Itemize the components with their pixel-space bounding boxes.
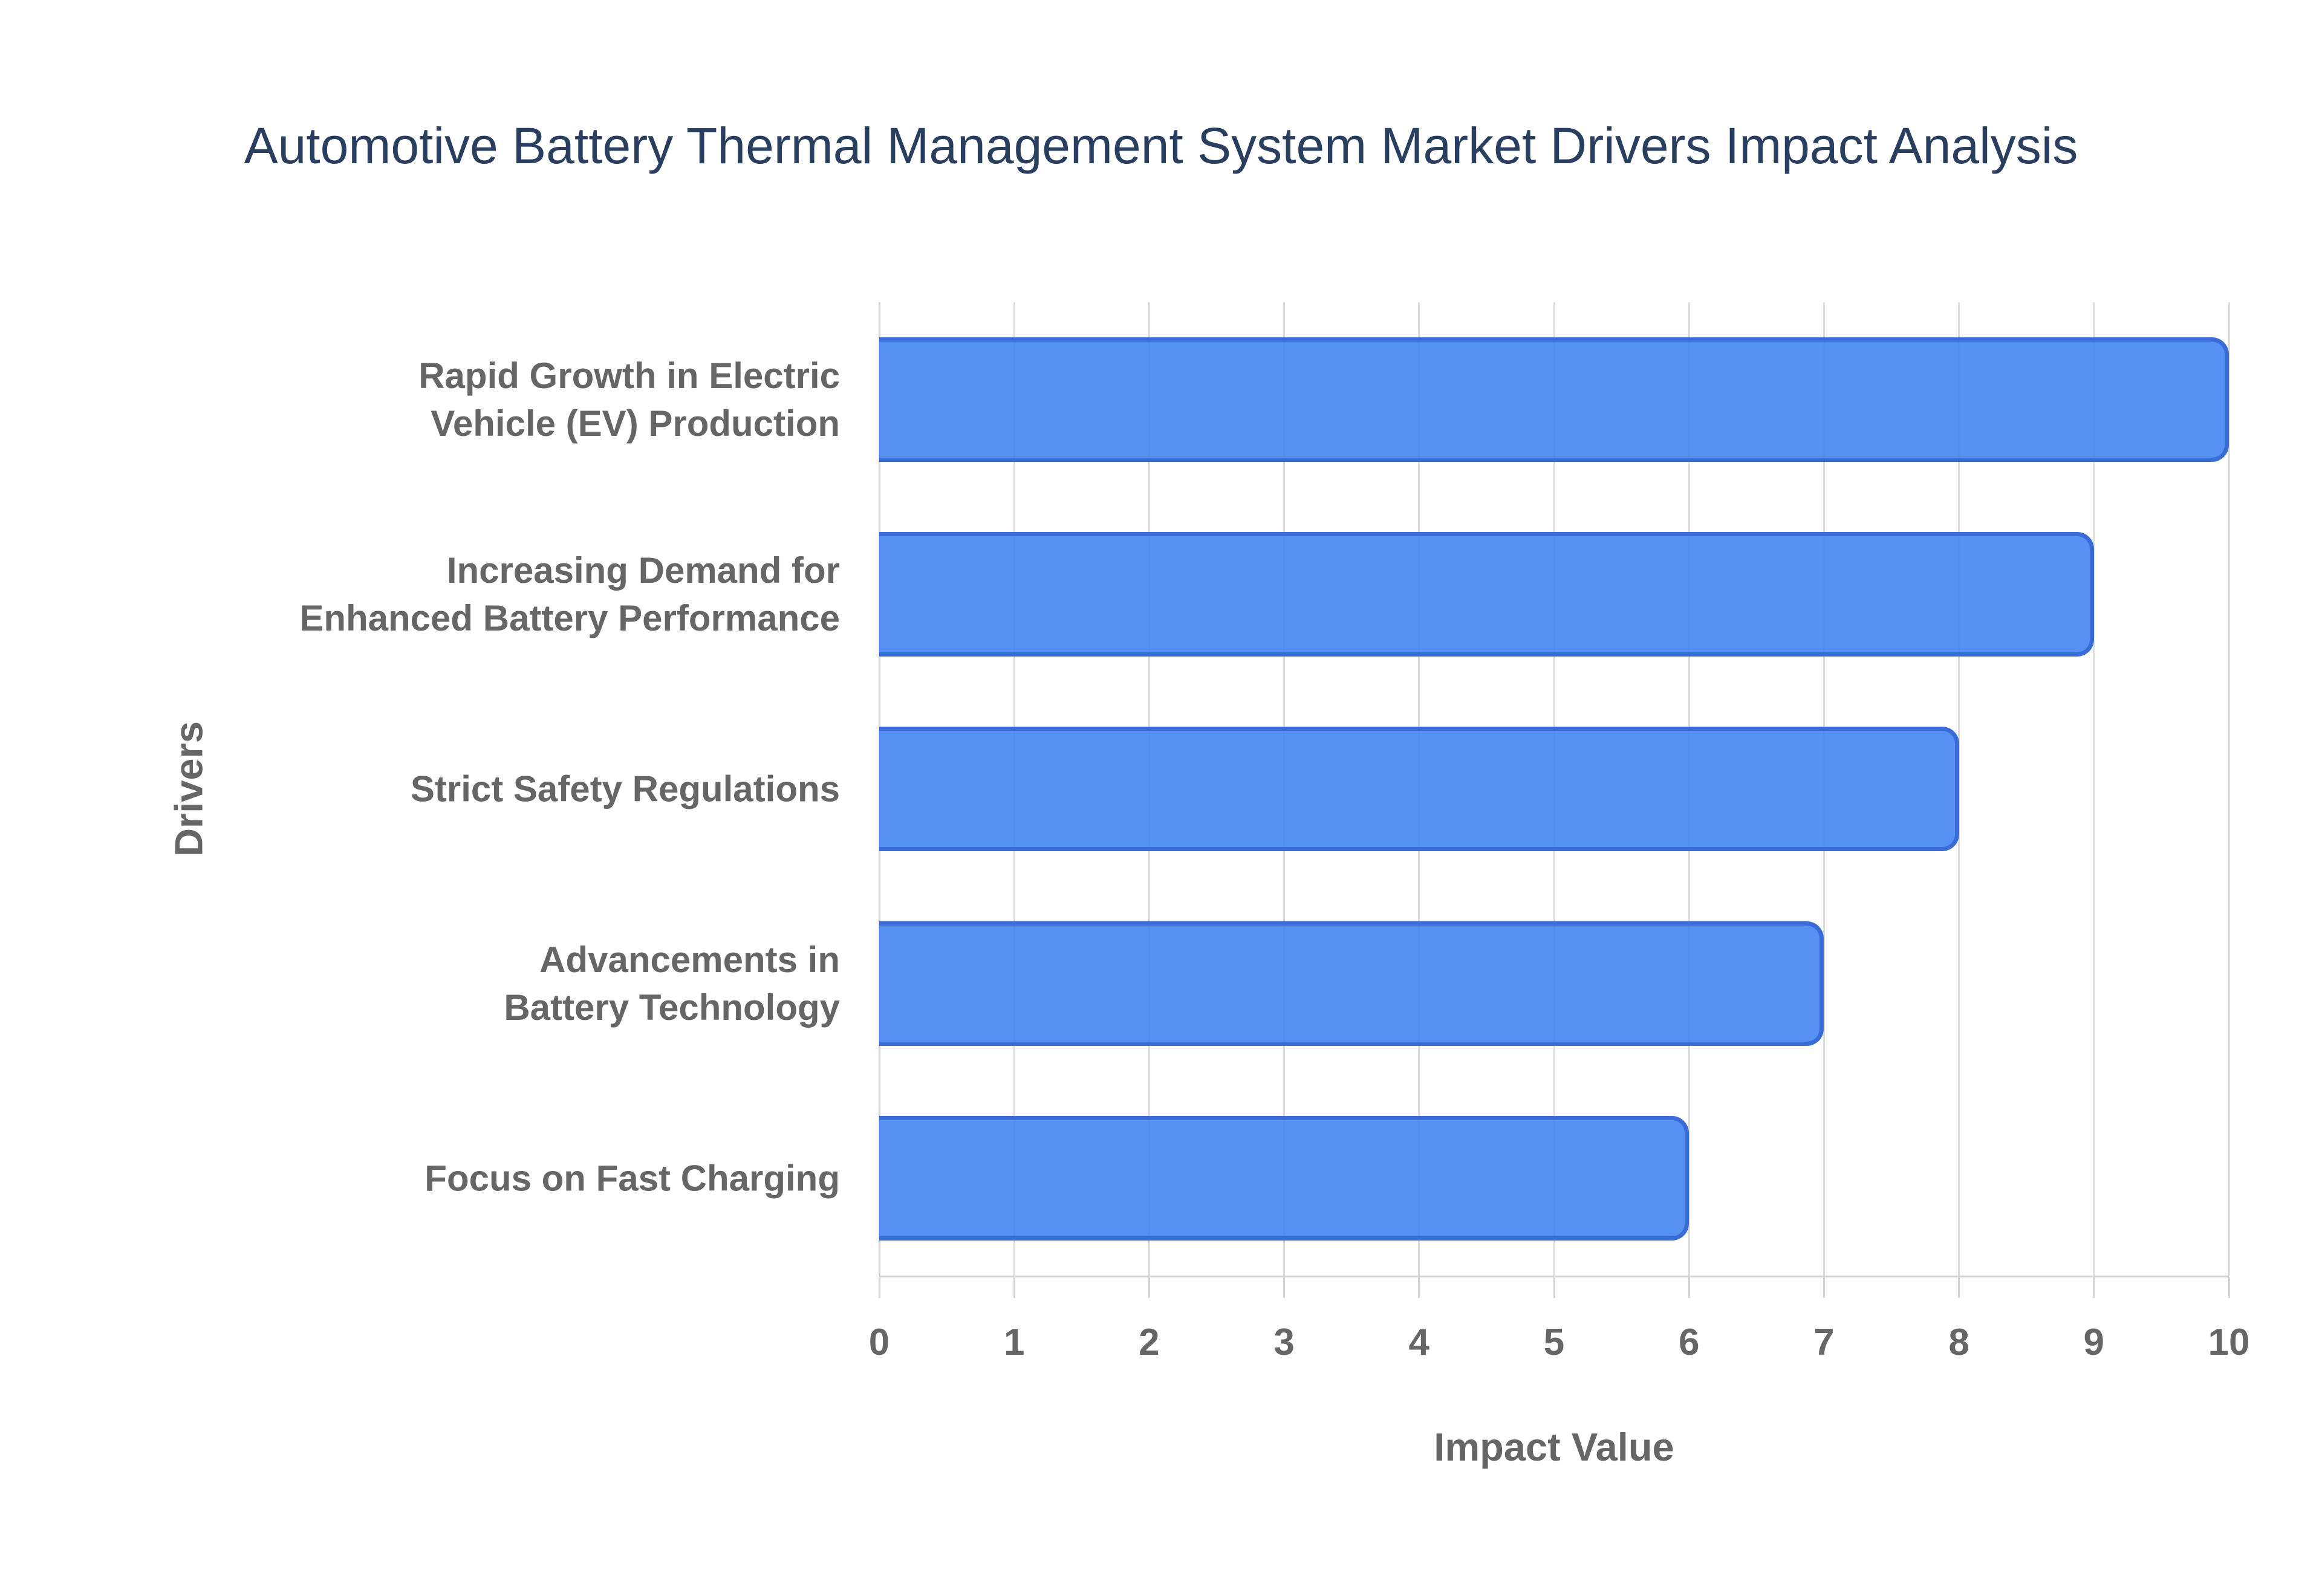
bar-3: [879, 726, 1959, 852]
x-tick-label-0: 0: [868, 1322, 890, 1363]
bar-2: [879, 531, 2094, 657]
x-tick-mark-2: [1148, 1277, 1150, 1298]
y-axis-title: Drivers: [166, 721, 211, 857]
x-tick-label-4: 4: [1408, 1322, 1430, 1363]
x-tick-label-9: 9: [2083, 1322, 2105, 1363]
bar-4: [879, 921, 1824, 1046]
x-tick-mark-4: [1418, 1277, 1420, 1298]
x-tick-label-8: 8: [1948, 1322, 1969, 1363]
x-tick-label-10: 10: [2208, 1322, 2250, 1363]
bar-5: [879, 1115, 1689, 1241]
y-axis-category-labels: Rapid Growth in Electric Vehicle (EV) Pr…: [259, 302, 840, 1276]
x-tick-mark-10: [2228, 1277, 2230, 1298]
x-tick-mark-5: [1553, 1277, 1555, 1298]
category-label-3: Strict Safety Regulations: [410, 768, 840, 809]
x-tick-mark-3: [1283, 1277, 1286, 1298]
plot-area: [878, 302, 2230, 1298]
x-tick-mark-6: [1688, 1277, 1690, 1298]
x-tick-mark-9: [2093, 1277, 2095, 1298]
category-label-1: Rapid Growth in Electric Vehicle (EV) Pr…: [418, 355, 840, 444]
x-tick-label-1: 1: [1003, 1322, 1025, 1363]
x-axis-tick-labels: 0 1 2 3 4 5 6 7 8 9 10: [869, 1321, 2250, 1375]
x-tick-label-5: 5: [1543, 1322, 1565, 1363]
x-tick-label-6: 6: [1678, 1322, 1700, 1363]
category-label-5: Focus on Fast Charging: [424, 1158, 840, 1199]
x-tick-label-7: 7: [1813, 1322, 1835, 1363]
category-label-4: Advancements in Battery Technology: [504, 939, 840, 1028]
gridline-x-10: [2228, 302, 2230, 1276]
x-tick-label-2: 2: [1139, 1322, 1160, 1363]
x-tick-mark-7: [1823, 1277, 1825, 1298]
gridline-x-9: [2093, 302, 2095, 1276]
x-tick-mark-0: [878, 1277, 880, 1298]
x-tick-mark-8: [1958, 1277, 1960, 1298]
x-axis-title: Impact Value: [1434, 1425, 1674, 1469]
x-tick-label-3: 3: [1273, 1322, 1295, 1363]
chart-title: Automotive Battery Thermal Management Sy…: [244, 117, 2078, 174]
bar-1: [879, 337, 2229, 462]
category-label-2: Increasing Demand for Enhanced Battery P…: [299, 550, 840, 638]
x-tick-mark-1: [1013, 1277, 1015, 1298]
gridline-x-8: [1958, 302, 1960, 1276]
